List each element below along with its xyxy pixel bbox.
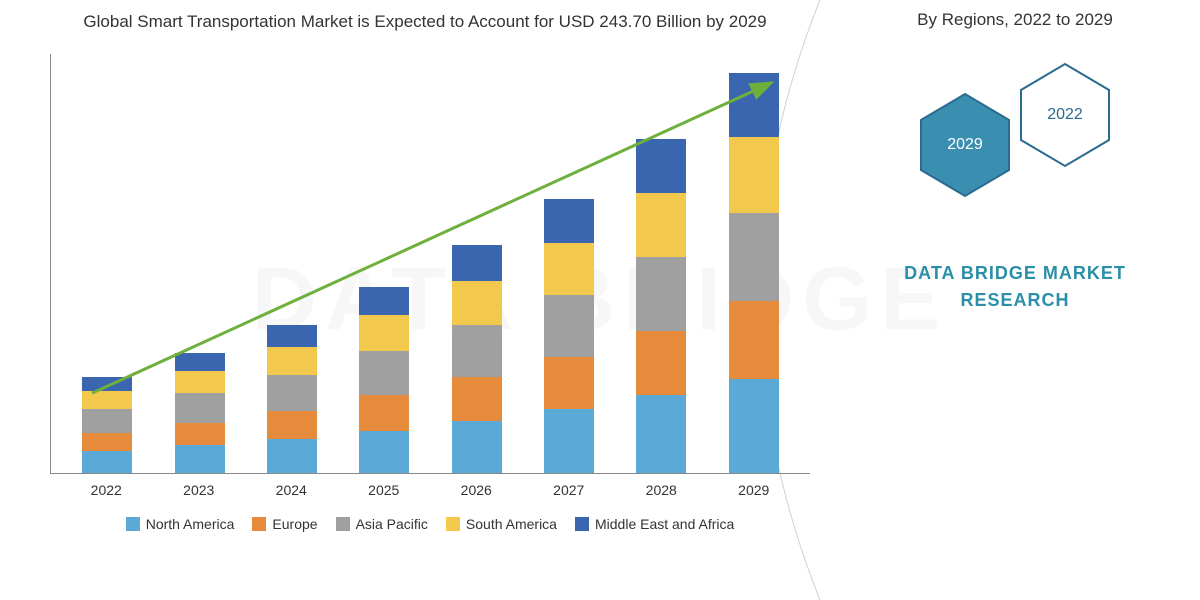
bar-segment [636,257,686,331]
bar-segment [175,393,225,423]
bar-segment [729,379,779,473]
chart-legend: North America Europe Asia Pacific South Ame… [40,516,810,532]
bar-group [354,54,414,473]
bar-segment [452,377,502,421]
brand-line1: DATA BRIDGE MARKET [850,260,1180,287]
bar-group [262,54,322,473]
bar-segment [267,325,317,347]
x-axis-label: 2022 [76,482,136,498]
hexagon-group: 2029 2022 [905,60,1125,220]
legend-item: South America [446,516,557,532]
brand-label: DATA BRIDGE MARKET RESEARCH [850,260,1180,314]
bar-stack [175,353,225,473]
bar-segment [82,433,132,451]
chart-panel: Global Smart Transportation Market is Ex… [0,0,830,600]
right-panel: By Regions, 2022 to 2029 2029 2022 DATA … [830,0,1200,600]
bar-group [77,54,137,473]
bar-segment [636,395,686,473]
legend-item: North America [126,516,235,532]
legend-label: North America [146,516,235,532]
bar-segment [82,391,132,409]
bar-segment [82,451,132,473]
bar-segment [636,331,686,395]
x-axis-label: 2029 [724,482,784,498]
legend-label: Europe [272,516,317,532]
bar-segment [452,421,502,473]
bar-segment [175,353,225,371]
bar-stack [452,245,502,473]
x-axis-label: 2028 [631,482,691,498]
bar-segment [359,351,409,395]
legend-swatch [126,517,140,531]
bar-segment [544,243,594,295]
legend-item: Asia Pacific [336,516,428,532]
hexagon-2022: 2022 [1015,60,1115,170]
bar-stack [267,325,317,473]
bar-group [631,54,691,473]
bar-segment [452,245,502,281]
bar-segment [267,411,317,439]
bar-segment [452,325,502,377]
bar-stack [729,73,779,473]
bar-group [170,54,230,473]
bar-segment [267,439,317,473]
main-container: Global Smart Transportation Market is Ex… [0,0,1200,600]
bar-segment [359,287,409,315]
bar-segment [359,315,409,351]
legend-label: Asia Pacific [356,516,428,532]
x-axis-label: 2023 [169,482,229,498]
hexagon-2029-label: 2029 [947,136,983,154]
legend-label: South America [466,516,557,532]
bar-segment [452,281,502,325]
bar-group [539,54,599,473]
bar-stack [544,199,594,473]
legend-swatch [575,517,589,531]
chart-area [50,54,810,474]
bar-segment [267,375,317,411]
legend-swatch [446,517,460,531]
brand-line2: RESEARCH [850,287,1180,314]
hexagon-2029: 2029 [915,90,1015,200]
bar-group [724,54,784,473]
x-axis-label: 2026 [446,482,506,498]
bar-segment [544,357,594,409]
x-axis-labels: 2022 2023 2024 2025 2026 2027 2028 2029 [50,474,810,498]
bar-segment [82,377,132,391]
bar-segment [636,139,686,193]
bar-segment [544,409,594,473]
bar-segment [359,395,409,431]
legend-swatch [336,517,350,531]
bar-segment [82,409,132,433]
bar-segment [636,193,686,257]
bar-segment [729,137,779,213]
bar-segment [729,73,779,137]
bar-stack [359,287,409,473]
legend-swatch [252,517,266,531]
bar-segment [544,199,594,243]
bar-segment [729,213,779,301]
bar-segment [267,347,317,375]
bar-segment [729,301,779,379]
legend-label: Middle East and Africa [595,516,734,532]
hexagon-2022-label: 2022 [1047,106,1083,124]
legend-item: Middle East and Africa [575,516,734,532]
bar-segment [544,295,594,357]
chart-title: Global Smart Transportation Market is Ex… [40,10,810,34]
bar-stack [82,377,132,473]
bar-stack [636,139,686,473]
legend-item: Europe [252,516,317,532]
bars-container [51,54,810,473]
bar-segment [175,371,225,393]
x-axis-label: 2027 [539,482,599,498]
x-axis-label: 2024 [261,482,321,498]
right-panel-title: By Regions, 2022 to 2029 [850,10,1180,30]
bar-segment [175,445,225,473]
bar-segment [359,431,409,473]
x-axis-label: 2025 [354,482,414,498]
bar-segment [175,423,225,445]
bar-group [447,54,507,473]
